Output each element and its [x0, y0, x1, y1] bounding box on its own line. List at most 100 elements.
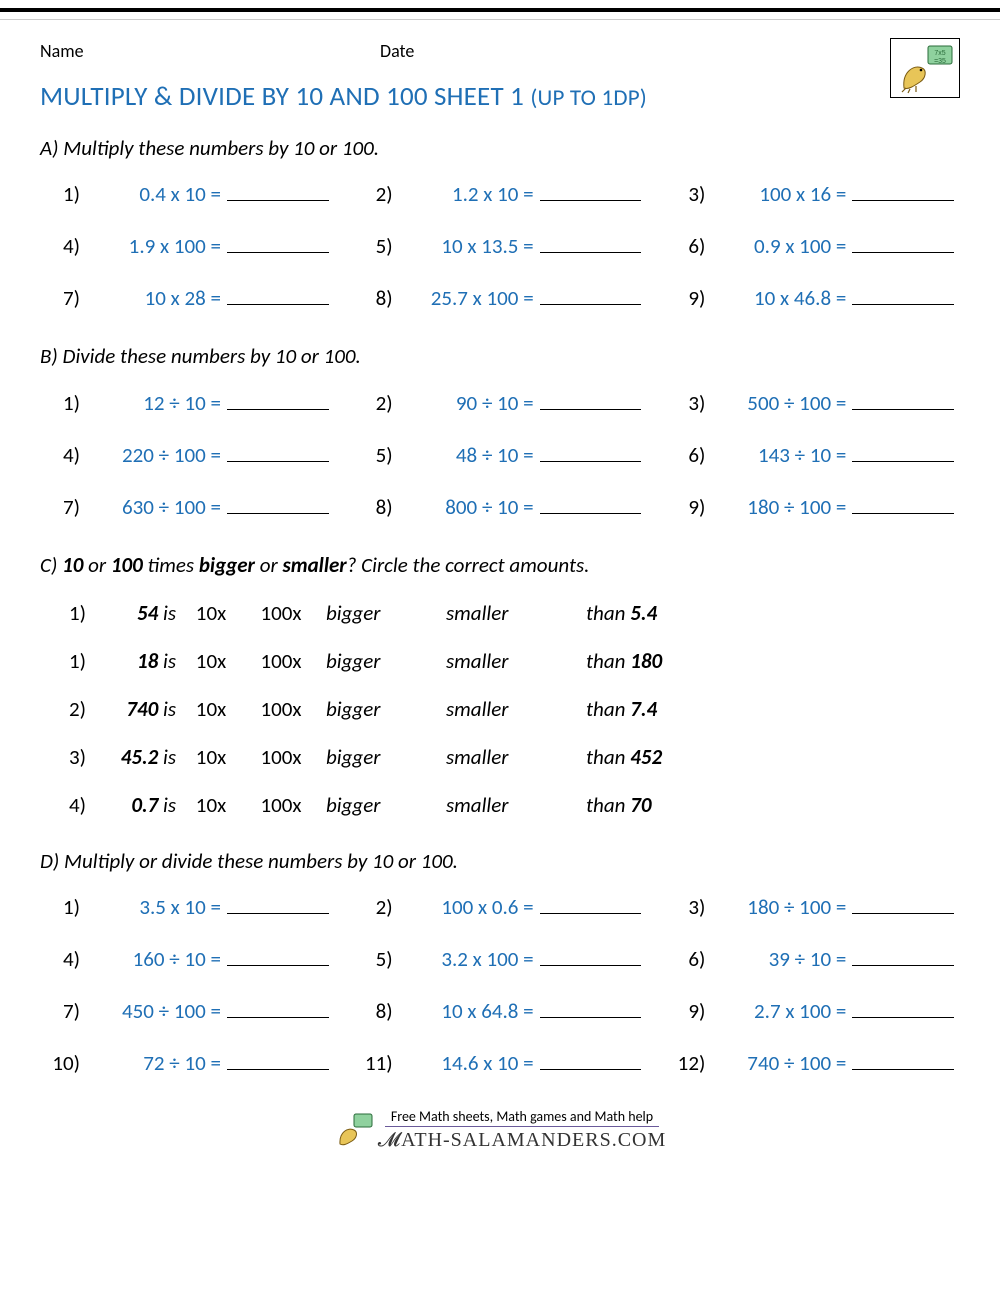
footer: Free Math sheets, Math games and Math he…	[40, 1108, 960, 1168]
answer-blank[interactable]	[852, 385, 954, 409]
answer-blank[interactable]	[227, 385, 329, 409]
problem-number: 5)	[359, 442, 399, 468]
svg-text:=35: =35	[934, 58, 946, 65]
problem-number: 2)	[359, 894, 399, 920]
option-10x[interactable]: 10x	[176, 792, 246, 818]
answer-blank[interactable]	[852, 1046, 954, 1070]
title-sub: (UP TO 1DP)	[530, 84, 647, 112]
option-100x[interactable]: 100x	[246, 600, 316, 626]
option-10x[interactable]: 10x	[176, 696, 246, 722]
option-smaller[interactable]: smaller	[436, 696, 556, 722]
answer-blank[interactable]	[852, 942, 954, 966]
problem-expression: 12 ÷ 10 =	[86, 390, 221, 416]
salamander-logo-icon: 7x5 =35	[894, 42, 956, 94]
problem: 8)25.7 x 100 =	[359, 281, 642, 311]
problem-expression: 25.7 x 100 =	[399, 285, 534, 311]
problem-expression: 2.7 x 100 =	[711, 998, 846, 1024]
problem-number: 3)	[671, 894, 711, 920]
problem: 6)39 ÷ 10 =	[671, 942, 954, 972]
problem-number: 7)	[46, 998, 86, 1024]
problem: 7)10 x 28 =	[46, 281, 329, 311]
problem-expression: 10 x 28 =	[86, 285, 221, 311]
option-100x[interactable]: 100x	[246, 648, 316, 674]
option-bigger[interactable]: bigger	[316, 792, 436, 818]
footer-tagline: Free Math sheets, Math games and Math he…	[385, 1108, 659, 1127]
problem: 7)450 ÷ 100 =	[46, 994, 329, 1024]
option-100x[interactable]: 100x	[246, 744, 316, 770]
answer-blank[interactable]	[852, 438, 954, 462]
option-10x[interactable]: 10x	[176, 744, 246, 770]
problem-expression: 143 ÷ 10 =	[711, 442, 846, 468]
problem: 1)0.4 x 10 =	[46, 177, 329, 207]
answer-blank[interactable]	[540, 994, 642, 1018]
answer-blank[interactable]	[227, 890, 329, 914]
problem-expression: 180 ÷ 100 =	[711, 494, 846, 520]
problem-number: 11)	[359, 1050, 399, 1076]
answer-blank[interactable]	[227, 942, 329, 966]
answer-blank[interactable]	[227, 994, 329, 1018]
answer-blank[interactable]	[852, 229, 954, 253]
value-a: 740 is	[96, 696, 176, 722]
answer-blank[interactable]	[852, 281, 954, 305]
problem-expression: 1.2 x 10 =	[399, 181, 534, 207]
problem: 8)800 ÷ 10 =	[359, 490, 642, 520]
answer-blank[interactable]	[540, 229, 642, 253]
answer-blank[interactable]	[540, 438, 642, 462]
row-number: 3)	[46, 744, 96, 770]
value-b: than 5.4	[556, 600, 657, 626]
problem: 3)180 ÷ 100 =	[671, 890, 954, 920]
option-10x[interactable]: 10x	[176, 648, 246, 674]
option-bigger[interactable]: bigger	[316, 744, 436, 770]
answer-blank[interactable]	[540, 1046, 642, 1070]
section-d-text: Multiply or divide these numbers by 10 o…	[64, 848, 458, 874]
option-bigger[interactable]: bigger	[316, 696, 436, 722]
section-a-grid: 1)0.4 x 10 =2)1.2 x 10 =3)100 x 16 =4)1.…	[40, 177, 960, 311]
option-smaller[interactable]: smaller	[436, 792, 556, 818]
problem-expression: 10 x 64.8 =	[399, 998, 534, 1024]
problem-number: 9)	[671, 285, 711, 311]
problem: 12)740 ÷ 100 =	[671, 1046, 954, 1076]
answer-blank[interactable]	[227, 490, 329, 514]
option-bigger[interactable]: bigger	[316, 648, 436, 674]
answer-blank[interactable]	[852, 890, 954, 914]
date-label: Date	[380, 40, 414, 62]
answer-blank[interactable]	[540, 281, 642, 305]
problem-number: 1)	[46, 894, 86, 920]
row-number: 4)	[46, 792, 96, 818]
compare-row: 4)0.7 is10x100xbiggersmallerthan 70	[46, 792, 954, 818]
option-bigger[interactable]: bigger	[316, 600, 436, 626]
problem-number: 12)	[671, 1050, 711, 1076]
answer-blank[interactable]	[540, 385, 642, 409]
answer-blank[interactable]	[852, 490, 954, 514]
problem-expression: 3.2 x 100 =	[399, 946, 534, 972]
answer-blank[interactable]	[227, 438, 329, 462]
problem-expression: 39 ÷ 10 =	[711, 946, 846, 972]
option-100x[interactable]: 100x	[246, 696, 316, 722]
answer-blank[interactable]	[227, 281, 329, 305]
answer-blank[interactable]	[227, 229, 329, 253]
section-a-label: A) Multiply these numbers by 10 or 100.	[40, 135, 960, 161]
option-100x[interactable]: 100x	[246, 792, 316, 818]
problem-number: 3)	[671, 390, 711, 416]
value-a: 18 is	[96, 648, 176, 674]
option-smaller[interactable]: smaller	[436, 600, 556, 626]
problem-number: 7)	[46, 285, 86, 311]
answer-blank[interactable]	[540, 490, 642, 514]
section-c-rows: 1)54 is10x100xbiggersmallerthan 5.41)18 …	[40, 600, 960, 818]
section-b-text: Divide these numbers by 10 or 100.	[63, 343, 361, 369]
answer-blank[interactable]	[540, 890, 642, 914]
answer-blank[interactable]	[852, 994, 954, 1018]
answer-blank[interactable]	[540, 942, 642, 966]
answer-blank[interactable]	[852, 177, 954, 201]
option-smaller[interactable]: smaller	[436, 744, 556, 770]
problem-number: 7)	[46, 494, 86, 520]
option-smaller[interactable]: smaller	[436, 648, 556, 674]
answer-blank[interactable]	[540, 177, 642, 201]
problem: 1)3.5 x 10 =	[46, 890, 329, 920]
problem: 7)630 ÷ 100 =	[46, 490, 329, 520]
answer-blank[interactable]	[227, 177, 329, 201]
answer-blank[interactable]	[227, 1046, 329, 1070]
problem: 4)1.9 x 100 =	[46, 229, 329, 259]
option-10x[interactable]: 10x	[176, 600, 246, 626]
problem-expression: 90 ÷ 10 =	[399, 390, 534, 416]
